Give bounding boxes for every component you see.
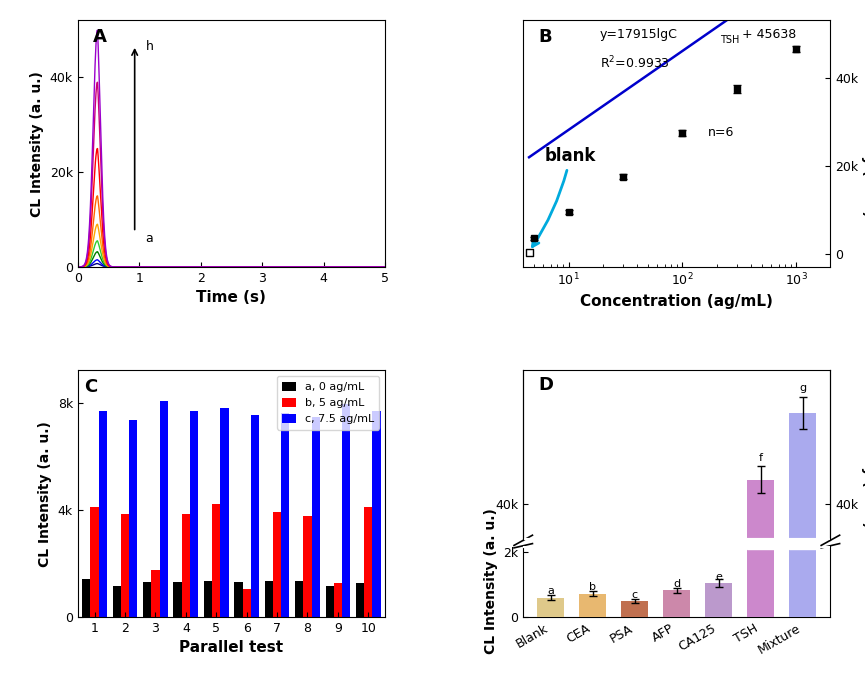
- Bar: [182, 514, 190, 617]
- Bar: [580, 594, 606, 617]
- Y-axis label: CL Intensity (a. u.): CL Intensity (a. u.): [38, 421, 52, 567]
- Bar: [747, 0, 774, 617]
- Bar: [129, 420, 138, 617]
- Bar: [789, 0, 817, 617]
- Text: f: f: [759, 453, 763, 462]
- Bar: [99, 411, 107, 617]
- Bar: [311, 418, 320, 617]
- Bar: [112, 586, 121, 617]
- Text: y=17915lgC: y=17915lgC: [600, 28, 678, 41]
- Bar: [705, 583, 733, 617]
- X-axis label: Parallel test: Parallel test: [179, 641, 284, 656]
- Text: c: c: [631, 590, 638, 600]
- Bar: [273, 513, 281, 617]
- Bar: [212, 504, 221, 617]
- Bar: [242, 589, 251, 617]
- Y-axis label: CL Intensity (a. u.): CL Intensity (a. u.): [30, 71, 44, 216]
- Y-axis label: CL Intensity (a. u.): CL Intensity (a. u.): [861, 71, 865, 216]
- Bar: [234, 582, 242, 617]
- Bar: [121, 514, 129, 617]
- Bar: [746, 546, 774, 549]
- Text: b: b: [589, 582, 596, 593]
- Text: blank: blank: [532, 147, 596, 247]
- Text: a: a: [145, 233, 153, 245]
- Legend: a, 0 ag/mL, b, 5 ag/mL, c, 7.5 ag/mL: a, 0 ag/mL, b, 5 ag/mL, c, 7.5 ag/mL: [277, 376, 380, 430]
- Bar: [82, 580, 91, 617]
- Bar: [221, 408, 228, 617]
- Bar: [91, 507, 99, 617]
- Bar: [251, 415, 259, 617]
- Text: d: d: [673, 579, 680, 589]
- Bar: [265, 581, 273, 617]
- Text: n=6: n=6: [708, 126, 734, 140]
- Bar: [295, 581, 304, 617]
- Text: g: g: [799, 384, 806, 393]
- Text: C: C: [84, 378, 97, 396]
- Bar: [304, 517, 311, 617]
- Bar: [334, 584, 342, 617]
- Y-axis label: CL Intensity (a. u.): CL Intensity (a. u.): [484, 508, 497, 654]
- Bar: [159, 401, 168, 617]
- Bar: [190, 411, 198, 617]
- Text: D: D: [539, 376, 554, 393]
- Bar: [364, 507, 373, 617]
- Bar: [373, 411, 381, 617]
- Bar: [663, 591, 690, 617]
- Bar: [789, 546, 817, 549]
- Text: e: e: [715, 572, 722, 582]
- Text: h: h: [145, 40, 153, 53]
- Text: a: a: [548, 586, 554, 596]
- Text: TSH: TSH: [720, 35, 740, 45]
- Text: + 45638: + 45638: [738, 28, 797, 41]
- Bar: [143, 582, 151, 617]
- Text: B: B: [539, 28, 552, 45]
- X-axis label: Time (s): Time (s): [196, 290, 266, 305]
- Bar: [325, 586, 334, 617]
- Bar: [342, 404, 350, 617]
- Bar: [537, 597, 565, 617]
- X-axis label: Concentration (ag/mL): Concentration (ag/mL): [580, 294, 773, 309]
- Bar: [174, 582, 182, 617]
- Bar: [151, 570, 159, 617]
- Bar: [356, 582, 364, 617]
- Bar: [621, 601, 649, 617]
- Bar: [204, 581, 212, 617]
- Y-axis label: CL Intensity (a. u.): CL Intensity (a. u.): [861, 382, 865, 528]
- Text: R$^2$=0.9933: R$^2$=0.9933: [600, 55, 670, 71]
- Bar: [281, 414, 290, 617]
- Bar: [747, 479, 774, 678]
- Bar: [789, 413, 817, 678]
- Text: A: A: [93, 28, 107, 45]
- Point: [522, 247, 536, 258]
